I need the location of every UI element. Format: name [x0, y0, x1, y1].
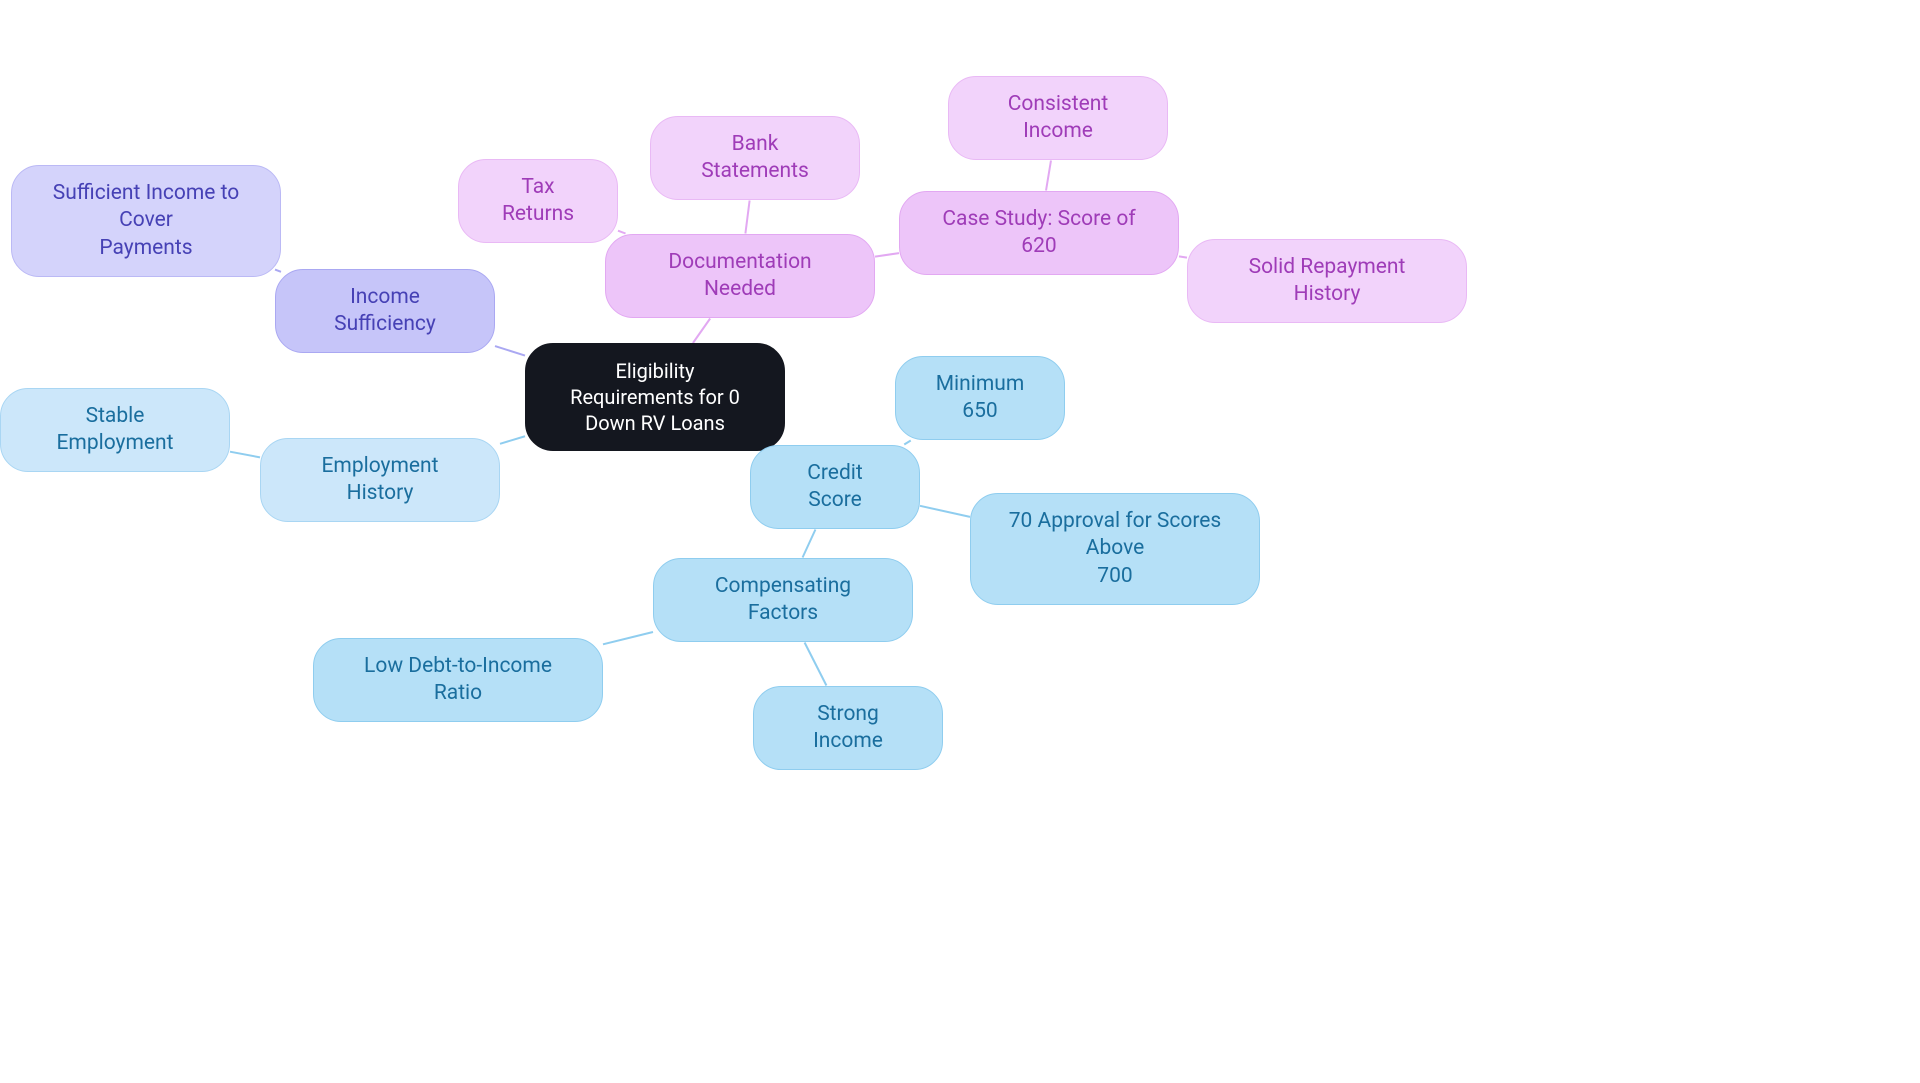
node-bank: Bank Statements — [650, 116, 860, 201]
node-strong: Strong Income — [753, 686, 943, 771]
node-doc: Documentation Needed — [605, 234, 875, 319]
node-lowdti: Low Debt-to-Income Ratio — [313, 638, 603, 723]
node-consistent: Consistent Income — [948, 76, 1168, 161]
node-min650: Minimum 650 — [895, 356, 1065, 441]
node-suffinc: Sufficient Income to Cover Payments — [11, 165, 281, 277]
node-comp: Compensating Factors — [653, 558, 913, 643]
node-credit: Credit Score — [750, 445, 920, 530]
node-approval: 70 Approval for Scores Above 700 — [970, 493, 1260, 605]
node-root: Eligibility Requirements for 0 Down RV L… — [525, 343, 785, 451]
edges-layer — [0, 0, 1920, 1083]
node-case: Case Study: Score of 620 — [899, 191, 1179, 276]
node-tax: Tax Returns — [458, 159, 618, 244]
node-income: Income Sufficiency — [275, 269, 495, 354]
node-emp: Employment History — [260, 438, 500, 523]
node-solid: Solid Repayment History — [1187, 239, 1467, 324]
node-stable: Stable Employment — [0, 388, 230, 473]
